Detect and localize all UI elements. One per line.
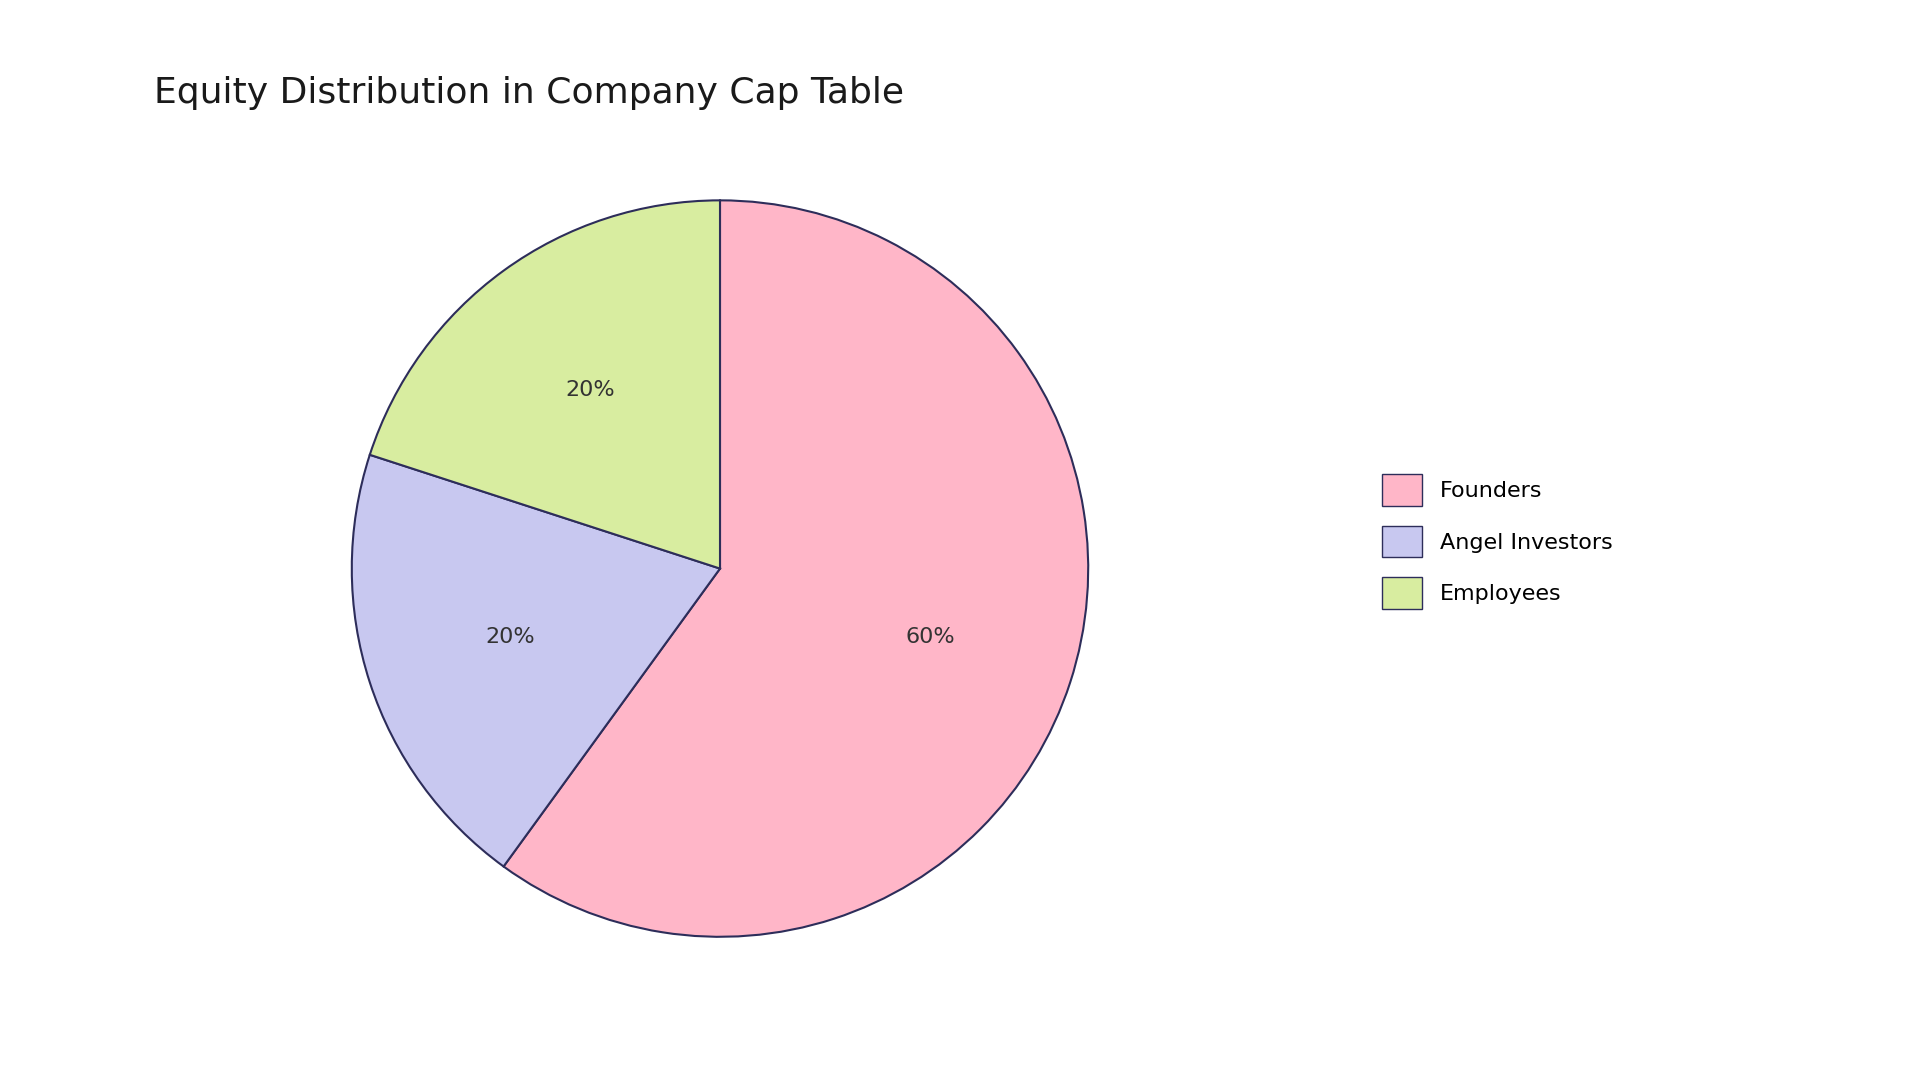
- Text: 20%: 20%: [486, 627, 534, 647]
- Legend: Founders, Angel Investors, Employees: Founders, Angel Investors, Employees: [1382, 474, 1613, 609]
- Text: Equity Distribution in Company Cap Table: Equity Distribution in Company Cap Table: [154, 76, 904, 109]
- Text: 20%: 20%: [564, 380, 614, 400]
- Wedge shape: [371, 200, 720, 569]
- Wedge shape: [503, 200, 1089, 937]
- Wedge shape: [351, 455, 720, 866]
- Text: 60%: 60%: [906, 627, 954, 647]
